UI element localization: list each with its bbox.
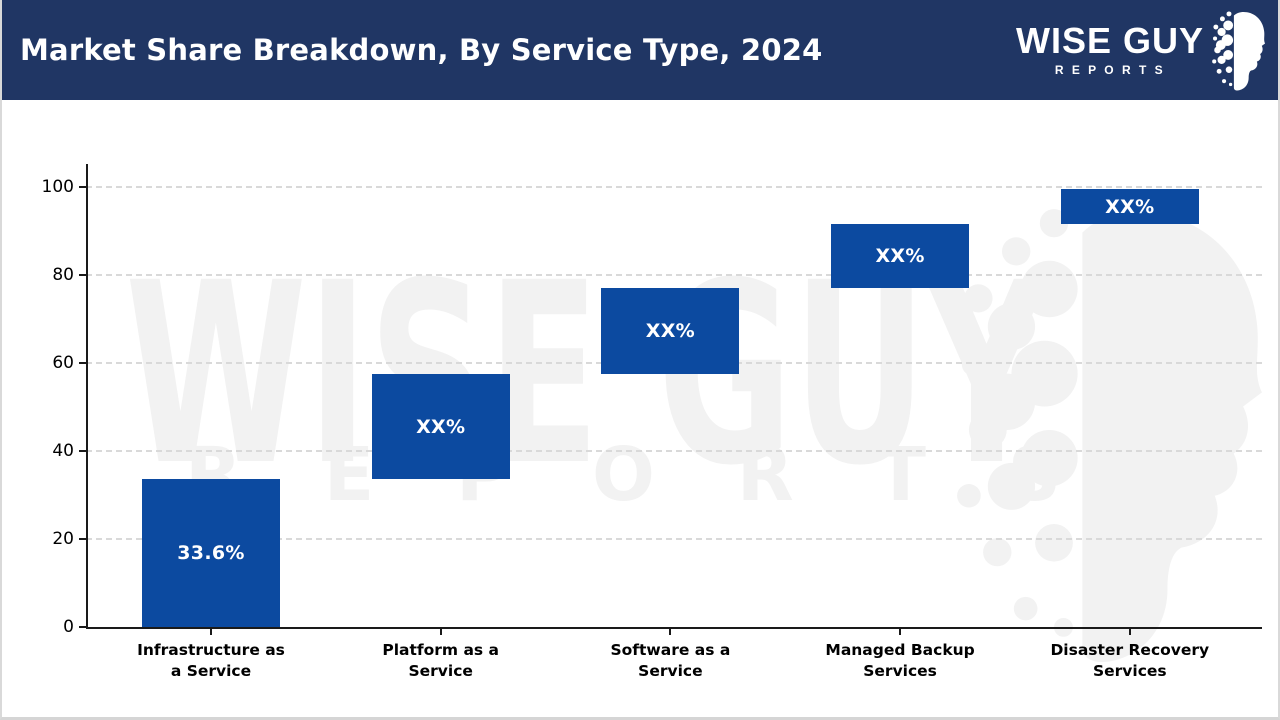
x-category-label-line: Service — [408, 662, 473, 680]
y-axis-tick — [79, 274, 86, 276]
y-axis-tick — [79, 538, 86, 540]
bar-segment: XX% — [1060, 189, 1199, 225]
y-tick-label: 0 — [63, 617, 74, 637]
bar-segment: XX% — [371, 374, 510, 480]
watermark-face-icon — [957, 209, 1262, 663]
bar-value-label: XX% — [645, 320, 696, 343]
logo-name: WISE GUY — [1015, 20, 1204, 61]
y-axis-tick — [79, 186, 86, 188]
logo-tagline: R E P O R T S — [1054, 63, 1166, 77]
x-category-label-line: Platform as a — [382, 641, 500, 659]
logo-text: WISE GUY R E P O R T S — [1015, 20, 1204, 78]
y-tick-label: 80 — [52, 265, 74, 285]
x-axis-tick — [669, 629, 672, 635]
gridline-20 — [86, 538, 1262, 540]
page-title: Market Share Breakdown, By Service Type,… — [20, 33, 823, 67]
gridline-80 — [86, 274, 1262, 276]
plot-area: WISE GUY R E P O R T S 0 20 40 60 80 100 33.6%… — [0, 100, 1280, 720]
x-category-label-line: a Service — [170, 662, 252, 680]
bar-segment: XX% — [831, 224, 970, 289]
x-category-label: Software as a Service — [555, 640, 785, 682]
bar-value-label: XX% — [416, 415, 466, 438]
gridline-40 — [86, 450, 1262, 452]
x-axis-tick — [210, 629, 212, 635]
face-profile-icon — [1212, 11, 1266, 91]
wise-guy-reports-logo: WISE GUY R E P O R T S — [1016, 9, 1266, 91]
x-axis-tick — [439, 629, 442, 635]
x-category-label-line: Services — [863, 662, 937, 680]
x-category-label: Managed Backup Services — [785, 640, 1015, 682]
y-axis-tick — [79, 450, 86, 452]
y-axis-spine — [86, 164, 88, 629]
y-tick-label: 40 — [52, 441, 74, 461]
x-category-label-line: Infrastructure as — [137, 641, 285, 659]
gridline-100 — [86, 186, 1262, 188]
header: Market Share Breakdown, By Service Type,… — [0, 0, 1280, 100]
y-tick-label: 60 — [52, 353, 74, 373]
bar-segment: XX% — [601, 288, 740, 374]
bar-value-label: 33.6% — [177, 542, 245, 565]
x-category-label-line: Disaster Recovery — [1050, 641, 1210, 659]
y-axis-tick — [79, 626, 86, 628]
y-tick-label: 100 — [41, 177, 74, 197]
x-axis-tick — [1128, 629, 1131, 635]
bar-value-label: XX% — [1105, 195, 1155, 218]
x-category-label-line: Managed Backup — [825, 641, 975, 659]
x-category-label-line: Services — [1092, 662, 1167, 680]
x-category-label-line: Service — [638, 662, 703, 680]
x-axis-tick — [899, 629, 902, 635]
x-category-label: Disaster Recovery Services — [1015, 640, 1245, 682]
bar-value-label: XX% — [875, 245, 925, 268]
x-category-label: Platform as a Service — [326, 640, 556, 682]
x-category-label: Infrastructure as a Service — [96, 640, 326, 682]
x-category-label-line: Software as a — [610, 641, 731, 659]
y-axis-tick — [79, 362, 86, 364]
x-axis-spine — [86, 627, 1262, 629]
bar-segment: 33.6% — [142, 479, 280, 627]
y-tick-label: 20 — [52, 529, 74, 549]
